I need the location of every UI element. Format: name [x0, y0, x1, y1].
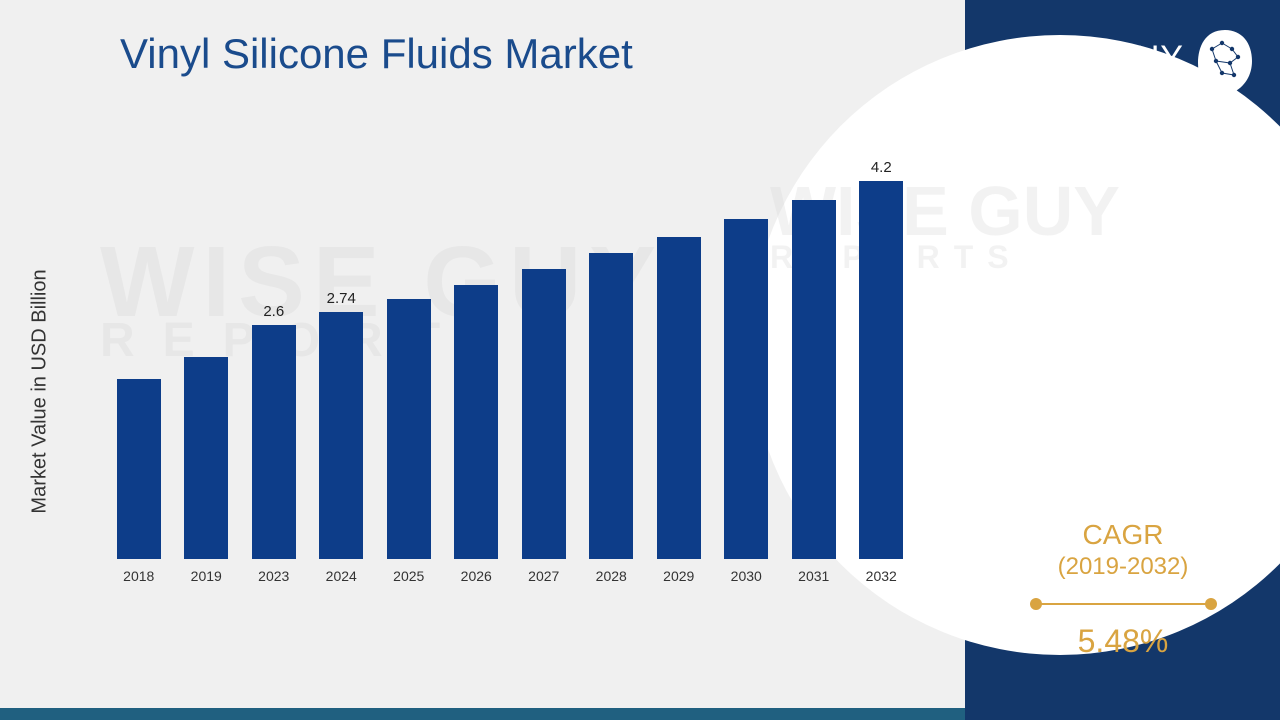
chart-title: Vinyl Silicone Fluids Market	[120, 30, 633, 78]
x-tick-label: 2025	[375, 568, 442, 584]
bar	[724, 219, 768, 559]
bar	[522, 269, 566, 559]
x-tick-label: 2030	[713, 568, 780, 584]
cagr-label: CAGR	[998, 519, 1248, 551]
cagr-divider	[1036, 603, 1211, 605]
head-icon	[1190, 25, 1260, 105]
bar	[387, 299, 431, 559]
x-tick-label: 2024	[308, 568, 375, 584]
bar	[319, 312, 363, 559]
x-tick-label: 2018	[105, 568, 172, 584]
x-tick-label: 2028	[578, 568, 645, 584]
y-axis-label: Market Value in USD Billion	[29, 269, 52, 513]
x-tick-label: 2026	[443, 568, 510, 584]
bar-value-label: 2.74	[327, 290, 356, 308]
chart-plot-area: 2.6 2.74 4.2	[105, 160, 915, 560]
x-tick-label: 2031	[780, 568, 847, 584]
bar	[589, 253, 633, 559]
bar-group	[510, 247, 577, 559]
bar	[792, 200, 836, 559]
logo-text-bottom: REPORTS	[1006, 74, 1184, 92]
cagr-value: 5.48%	[998, 623, 1248, 660]
bar	[184, 357, 228, 560]
bar-group	[443, 263, 510, 560]
bar	[252, 325, 296, 559]
bar-value-label: 4.2	[871, 159, 892, 177]
bar-group	[375, 277, 442, 559]
bottom-strip	[0, 708, 965, 720]
x-tick-label: 2032	[848, 568, 915, 584]
brand-logo: WISE GUY REPORTS	[1006, 25, 1260, 105]
bar-group	[173, 335, 240, 560]
bar	[454, 285, 498, 560]
bar	[657, 237, 701, 559]
x-tick-label: 2027	[510, 568, 577, 584]
logo-text-top: WISE GUY	[1006, 39, 1184, 78]
cagr-period: (2019-2032)	[998, 553, 1248, 581]
x-axis-labels: 2018201920232024202520262027202820292030…	[105, 568, 915, 584]
bar	[859, 181, 903, 559]
bar-value-label: 2.6	[263, 303, 284, 321]
bar-group	[578, 231, 645, 559]
x-tick-label: 2019	[173, 568, 240, 584]
bar-group: 2.74	[308, 290, 375, 559]
bar-group	[780, 178, 847, 559]
bar-group: 4.2	[848, 159, 915, 559]
bar-group	[645, 215, 712, 559]
bar-group: 2.6	[240, 303, 307, 559]
bar-group	[105, 357, 172, 559]
cagr-block: CAGR (2019-2032) 5.48%	[998, 519, 1248, 660]
bar	[117, 379, 161, 559]
x-tick-label: 2023	[240, 568, 307, 584]
x-tick-label: 2029	[645, 568, 712, 584]
bar-chart: Market Value in USD Billion 2.62.744.2 2…	[60, 160, 920, 600]
bar-group	[713, 197, 780, 559]
